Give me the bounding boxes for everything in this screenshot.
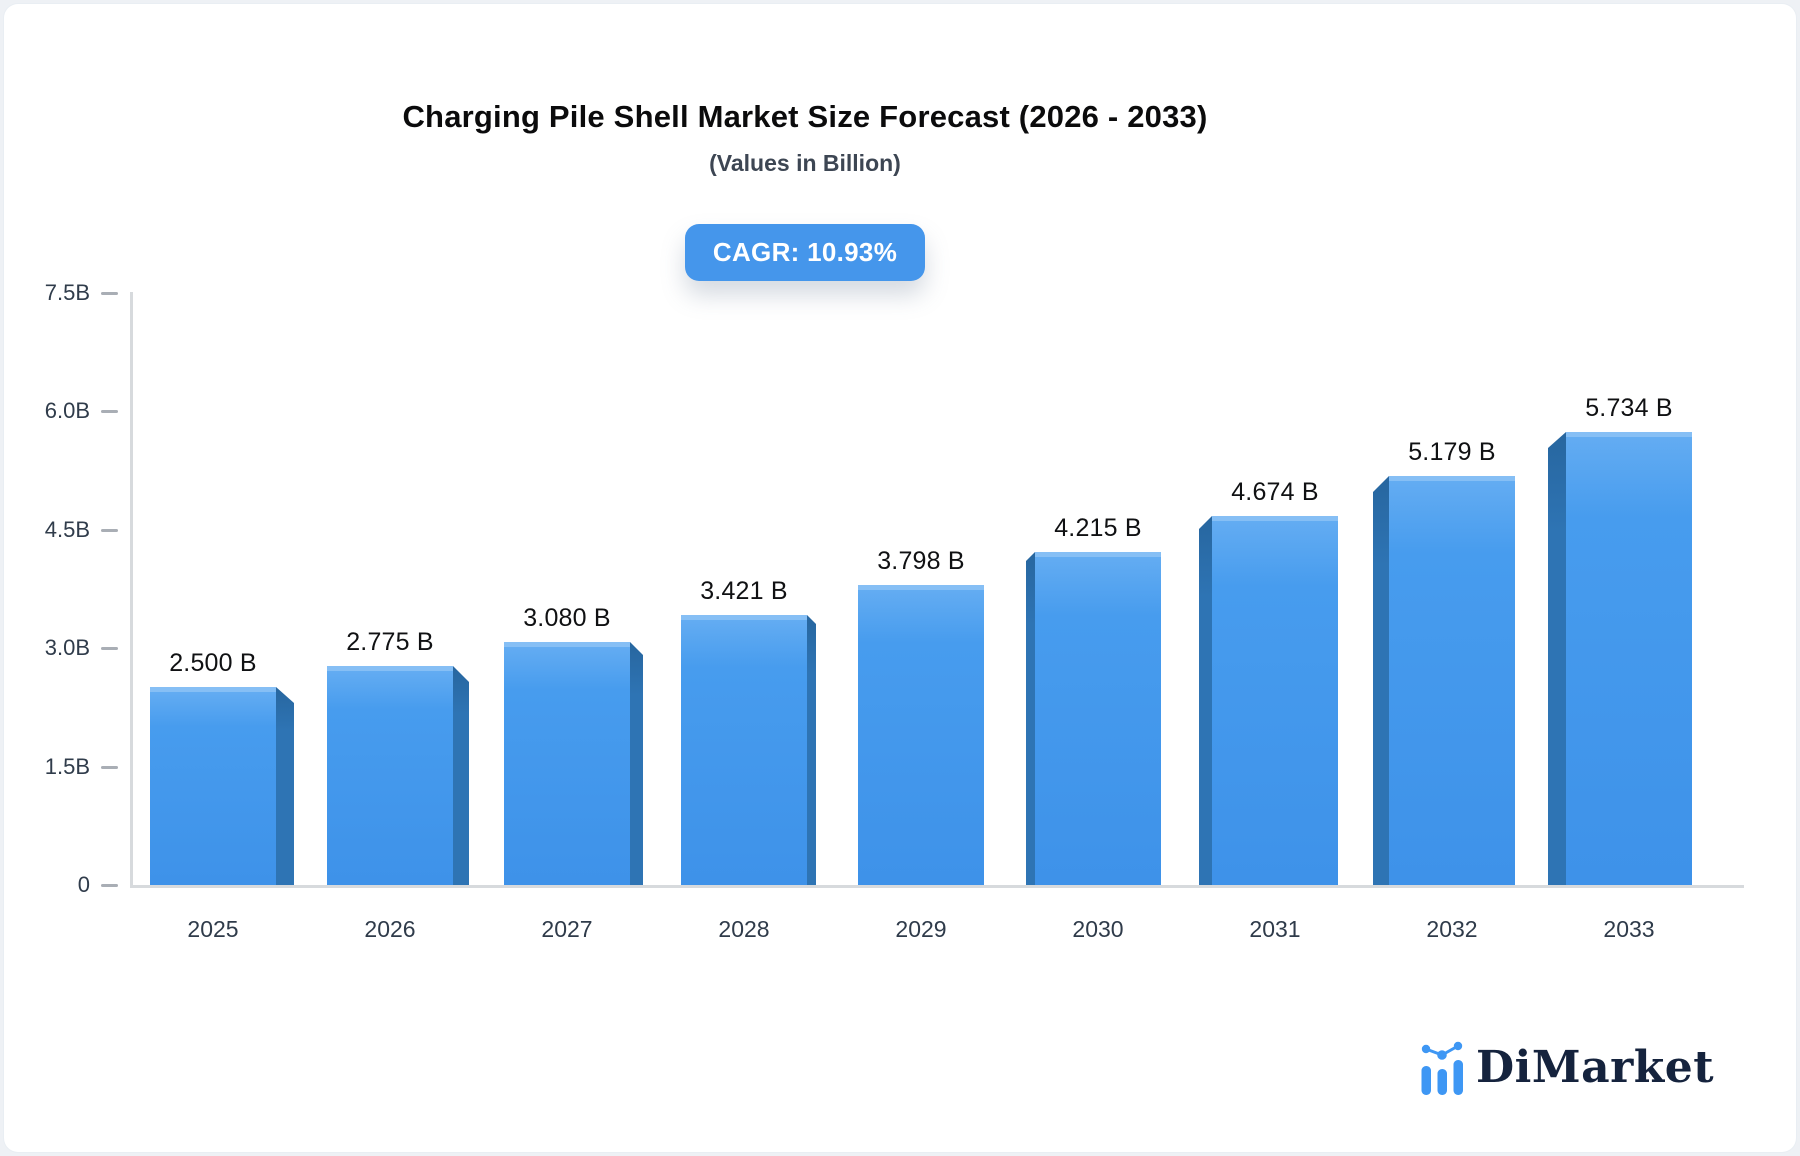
x-axis-baseline <box>130 885 1744 888</box>
bar-value-label-2027: 3.080 B <box>523 604 611 632</box>
bar-value-label-2026: 2.775 B <box>346 628 434 656</box>
x-axis-label-2028: 2028 <box>718 916 770 942</box>
bar-value-label-2029: 3.798 B <box>877 547 965 575</box>
bar-side-2025 <box>276 687 294 885</box>
chart-title: Charging Pile Shell Market Size Forecast… <box>402 99 1208 134</box>
y-tick-mark <box>101 766 118 769</box>
bar-2029 <box>858 585 984 885</box>
bar-side-2028 <box>807 615 816 885</box>
bar-2028 <box>681 615 807 885</box>
bar-side-2033 <box>1548 432 1566 885</box>
x-axis-label-2026: 2026 <box>364 916 416 942</box>
y-tick-mark <box>101 647 118 650</box>
y-tick-label-0: 0 <box>77 872 90 897</box>
y-tick-label-3.0B: 3.0B <box>44 635 90 660</box>
bar-side-2027 <box>630 642 643 885</box>
y-tick-label-7.5B: 7.5B <box>44 280 90 305</box>
y-tick-label-4.5B: 4.5B <box>44 517 90 542</box>
brand-logo: DiMarket <box>1420 1040 1714 1096</box>
bar-2030 <box>1035 552 1161 885</box>
bar-side-2026 <box>453 666 469 885</box>
x-axis-label-2031: 2031 <box>1249 916 1301 942</box>
y-axis-line <box>130 292 133 886</box>
y-tick-mark <box>101 529 118 532</box>
bar-side-2032 <box>1373 476 1389 885</box>
bar-value-label-2025: 2.500 B <box>169 649 257 677</box>
y-tick-label-1.5B: 1.5B <box>44 754 90 779</box>
x-axis-label-2029: 2029 <box>895 916 947 942</box>
bar-side-2031 <box>1199 516 1212 885</box>
y-tick-label-6.0B: 6.0B <box>44 398 90 423</box>
bar-2025 <box>150 687 276 885</box>
mini-bar-chart-icon <box>1421 1041 1463 1095</box>
x-axis-label-2030: 2030 <box>1072 916 1124 942</box>
cagr-badge: CAGR: 10.93% <box>684 224 926 281</box>
bar-2031 <box>1212 516 1338 885</box>
chart-subtitle: (Values in Billion) <box>709 150 901 176</box>
y-tick-mark <box>101 884 118 887</box>
bar-side-2030 <box>1026 552 1035 885</box>
bar-2033 <box>1566 432 1692 885</box>
bar-2032 <box>1389 476 1515 885</box>
bar-value-label-2028: 3.421 B <box>700 577 788 605</box>
bar-value-label-2030: 4.215 B <box>1054 514 1142 542</box>
cagr-badge-row: CAGR: 10.93% <box>0 224 1610 281</box>
x-axis-label-2027: 2027 <box>541 916 593 942</box>
x-axis-label-2025: 2025 <box>187 916 239 942</box>
y-tick-mark <box>101 410 118 413</box>
x-axis-label-2033: 2033 <box>1603 916 1655 942</box>
y-tick-mark <box>101 292 118 295</box>
x-axis-label-2032: 2032 <box>1426 916 1478 942</box>
bar-value-label-2031: 4.674 B <box>1231 478 1319 506</box>
bar-2027 <box>504 642 630 885</box>
bar-2026 <box>327 666 453 885</box>
logo-text: DiMarket <box>1476 1042 1715 1093</box>
bar-value-label-2032: 5.179 B <box>1408 438 1496 466</box>
bar-value-label-2033: 5.734 B <box>1585 394 1673 422</box>
